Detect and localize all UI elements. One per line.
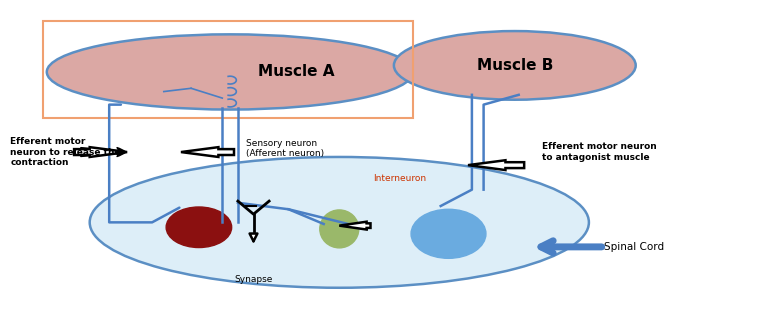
Ellipse shape [90,157,589,288]
Ellipse shape [394,31,636,100]
Text: Efferent motor neuron
to antagonist muscle: Efferent motor neuron to antagonist musc… [542,142,657,162]
Text: Muscle B: Muscle B [477,58,553,73]
Ellipse shape [47,34,413,110]
Text: Sensory neuron
(Afferent neuron): Sensory neuron (Afferent neuron) [246,139,324,159]
Text: Synapse: Synapse [234,275,273,284]
Text: Interneuron: Interneuron [373,174,426,183]
FancyArrow shape [181,147,234,157]
Text: Muscle A: Muscle A [258,64,335,79]
FancyArrow shape [74,147,127,157]
Text: Efferent motor
neuron to release the
contraction: Efferent motor neuron to release the con… [10,137,121,167]
FancyArrow shape [468,160,524,170]
Ellipse shape [411,209,486,258]
Bar [43,21,413,118]
Ellipse shape [320,210,359,248]
Text: Spinal Cord: Spinal Cord [604,242,665,252]
Ellipse shape [166,207,232,248]
FancyArrow shape [339,222,370,230]
